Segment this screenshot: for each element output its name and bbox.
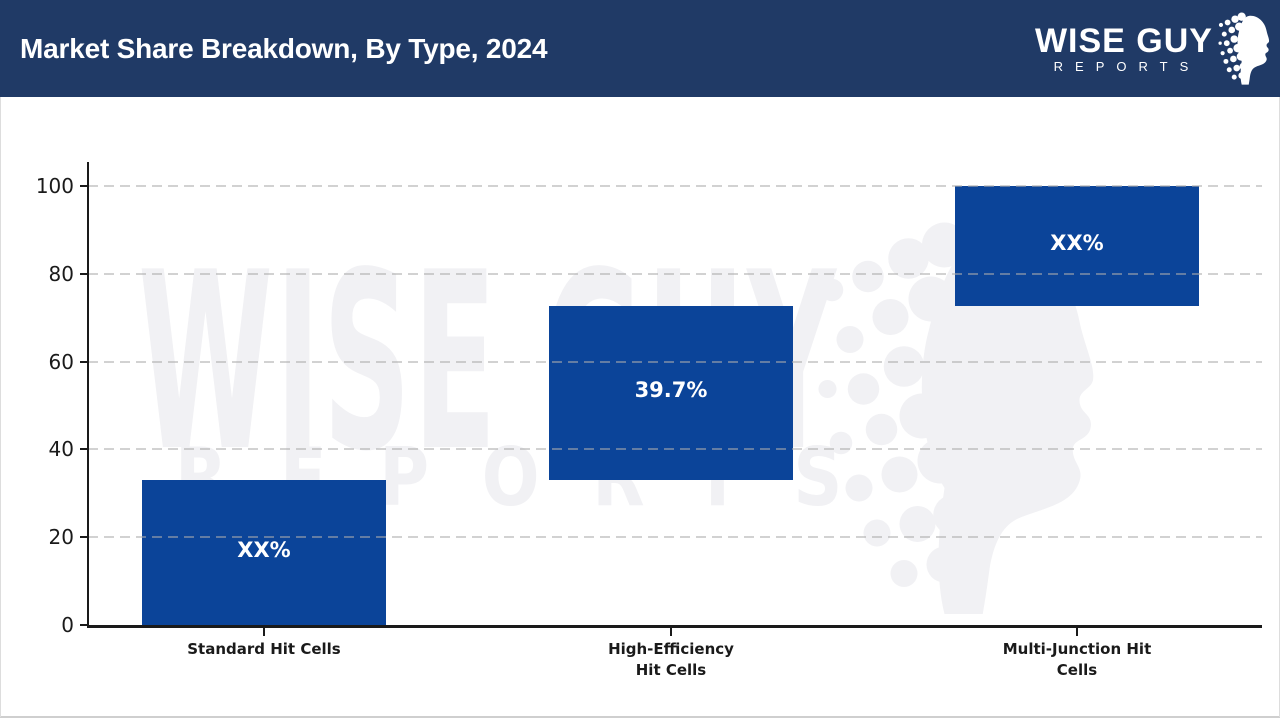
y-tick-label: 100	[35, 174, 74, 198]
logo-wiseguy-label: WISE GUY	[1034, 21, 1213, 60]
y-tick-mark	[80, 448, 88, 451]
y-tick-label: 0	[61, 613, 74, 637]
logo-text: WISE GUY REPORTS	[1034, 21, 1213, 75]
y-tick-mark	[80, 185, 88, 187]
y-tick-mark	[80, 536, 88, 539]
x-category-label: Multi-Junction Hit Cells	[1002, 640, 1152, 680]
x-tick-mark	[670, 628, 672, 636]
bar-segment	[549, 305, 793, 481]
chart-title: Market Share Breakdown, By Type, 2024	[20, 32, 548, 64]
y-axis-line	[87, 162, 89, 627]
bar-segment	[955, 186, 1199, 306]
left-border-line	[0, 97, 1, 717]
x-category-label: Standard Hit Cells	[187, 640, 341, 658]
y-tick-label: 80	[48, 261, 74, 286]
y-tick-mark	[80, 624, 88, 626]
y-tick-mark	[80, 360, 88, 363]
x-axis-line	[87, 625, 1262, 628]
y-tick-label: 60	[48, 349, 74, 374]
y-tick-label: 20	[48, 525, 74, 550]
gridline-100	[88, 185, 1262, 187]
x-tick-mark	[263, 628, 265, 636]
bar-value-label: 39.7%	[634, 377, 708, 402]
gridline-80	[88, 272, 1262, 275]
gridline-60	[88, 360, 1262, 363]
gridline-20	[88, 536, 1262, 539]
x-category-label: High-Efficiency Hit Cells	[608, 640, 734, 680]
bar-segment	[142, 480, 386, 625]
gridline-40	[88, 448, 1262, 451]
bar-value-label: XX%	[1050, 230, 1104, 255]
header-band: Market Share Breakdown, By Type, 2024 WI…	[0, 0, 1280, 97]
logo-face-icon	[1218, 12, 1270, 85]
logo-reports-label: REPORTS	[1053, 59, 1201, 75]
bottom-border-line	[0, 716, 1280, 718]
x-tick-mark	[1076, 628, 1078, 636]
y-tick-label: 40	[48, 437, 74, 462]
bar-value-label: XX%	[237, 537, 291, 562]
wiseguy-reports-logo: WISE GUY REPORTS	[1035, 7, 1274, 91]
y-tick-mark	[80, 272, 88, 275]
